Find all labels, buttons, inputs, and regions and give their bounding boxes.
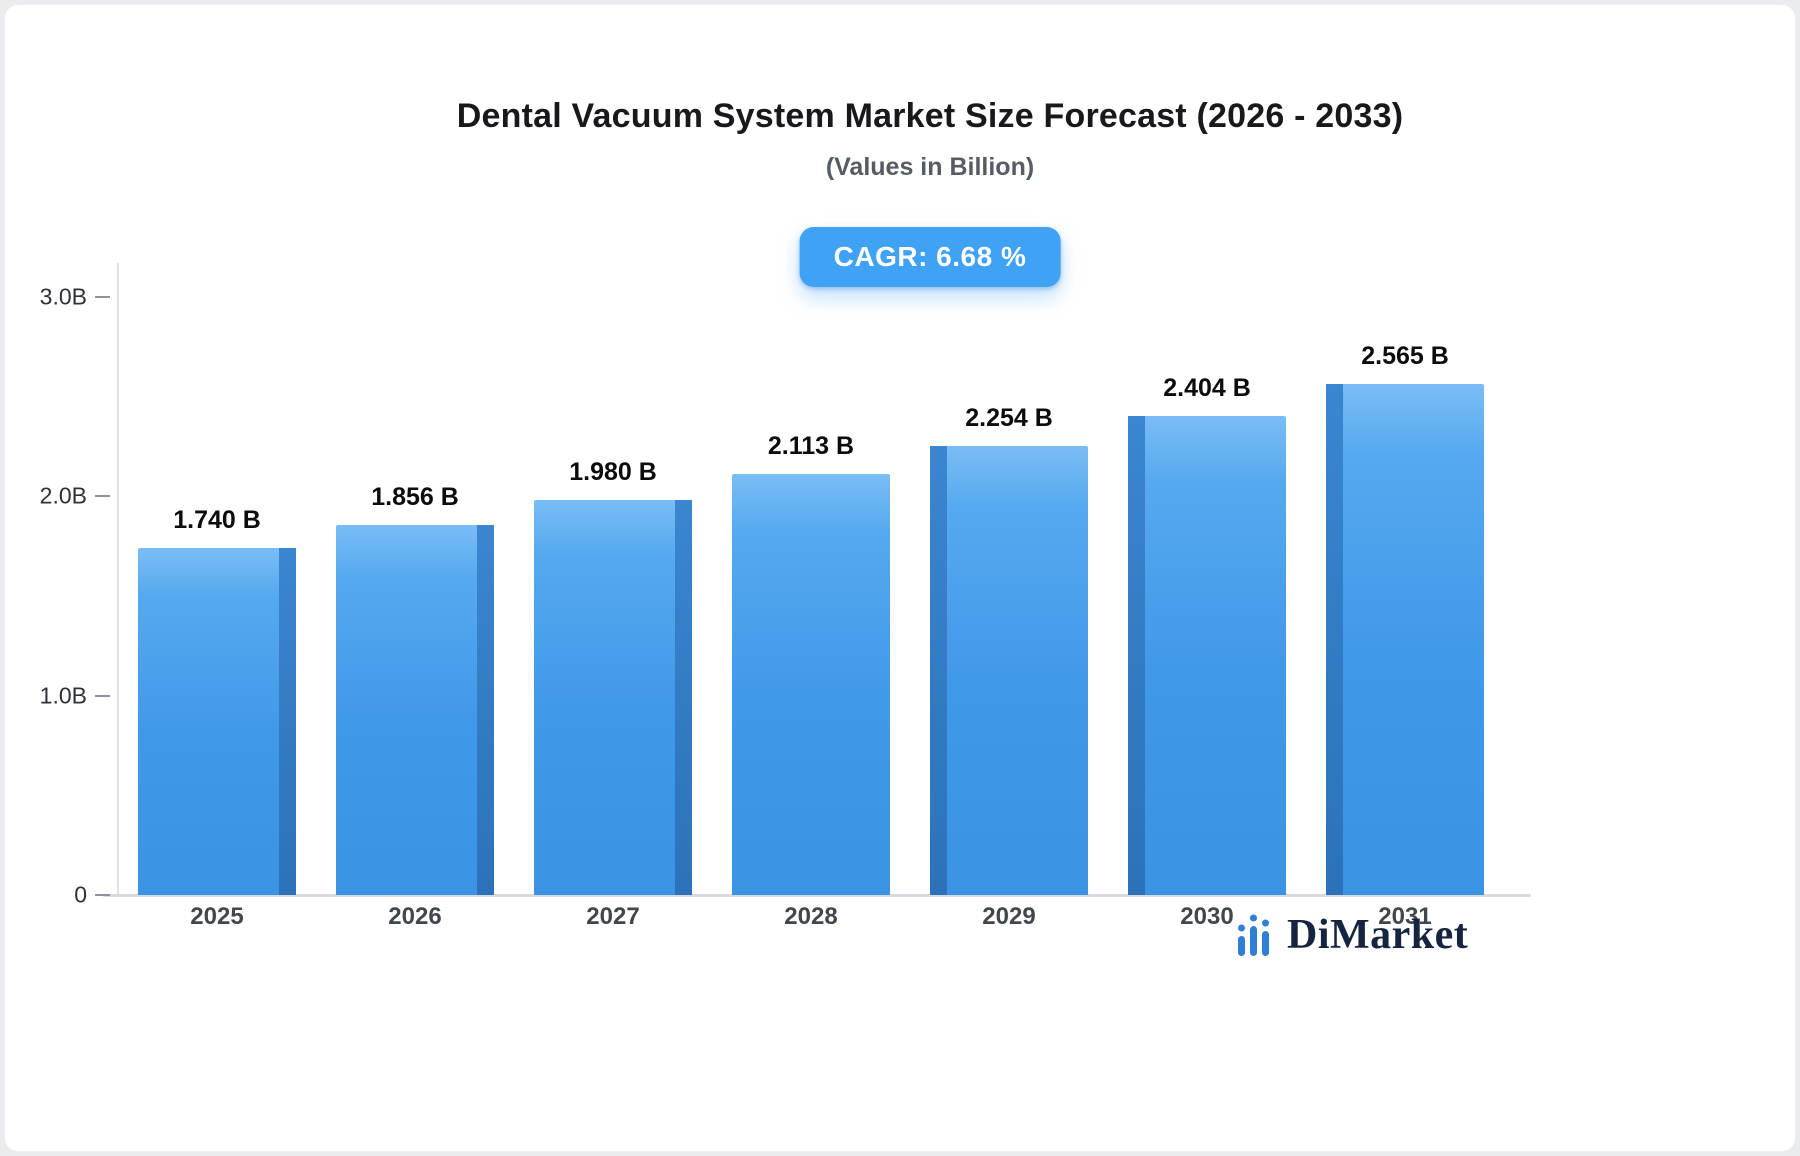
bar-side-face: [1326, 383, 1343, 895]
y-tick-label-2.0B: 2.0B: [39, 482, 87, 509]
brand-name: DiMarket: [1287, 912, 1469, 958]
y-tick-mark: [95, 894, 110, 896]
value-label-2025: 1.740 B: [173, 506, 261, 535]
x-tick-label-2030: 2030: [1180, 903, 1234, 930]
value-label-2026: 1.856 B: [371, 483, 459, 512]
x-tick-label-2031: 2031: [1378, 903, 1432, 930]
bar-2027: [534, 500, 692, 895]
bar-2028: [732, 473, 890, 895]
bar-2030: [1128, 415, 1286, 895]
x-axis-line: [103, 894, 1531, 897]
bar-side-face: [930, 445, 947, 895]
cagr-label: CAGR: 6.68 %: [833, 241, 1027, 272]
value-label-2027: 1.980 B: [569, 458, 657, 487]
y-tick-mark: [95, 694, 110, 697]
bar-side-face: [1128, 415, 1145, 895]
y-tick-mark: [95, 296, 110, 298]
y-tick-label-1.0B: 1.0B: [39, 682, 87, 709]
bar-chart: 0 1.0B 2.0B 3.0B 1.740 B 2025 1.856 B 2026 1.980…: [5, 5, 1795, 1151]
bar-2029: [930, 445, 1088, 895]
y-axis-line: [117, 263, 119, 895]
value-label-2029: 2.254 B: [965, 403, 1053, 432]
chart-title: Dental Vacuum System Market Size Forecas…: [456, 97, 1404, 135]
dimarket-logo-icon: [1238, 914, 1269, 956]
y-tick-label-3.0B: 3.0B: [39, 283, 87, 310]
value-label-2030: 2.404 B: [1163, 373, 1251, 402]
y-tick-label-0: 0: [74, 881, 87, 908]
x-tick-label-2029: 2029: [982, 903, 1036, 930]
x-tick-label-2026: 2026: [388, 903, 442, 930]
x-tick-label-2025: 2025: [190, 903, 244, 930]
chart-card: Dental Vacuum System Market Size Forecas…: [4, 4, 1796, 1152]
bar-side-face: [279, 548, 296, 895]
value-label-2028: 2.113 B: [767, 431, 855, 460]
brand-logo: DiMarket: [1233, 911, 1468, 959]
bar-2026: [336, 525, 494, 895]
cagr-badge: CAGR: 6.68 %: [799, 227, 1061, 287]
bar-2025: [138, 548, 296, 895]
y-tick-mark: [95, 495, 110, 498]
bar-side-face: [477, 525, 494, 895]
chart-subtitle: (Values in Billion): [825, 153, 1035, 181]
bar-side-face: [675, 500, 692, 895]
value-label-2031: 2.565 B: [1361, 341, 1449, 370]
x-tick-label-2027: 2027: [586, 903, 640, 930]
x-tick-label-2028: 2028: [784, 903, 838, 930]
bar-2031: [1326, 383, 1484, 895]
